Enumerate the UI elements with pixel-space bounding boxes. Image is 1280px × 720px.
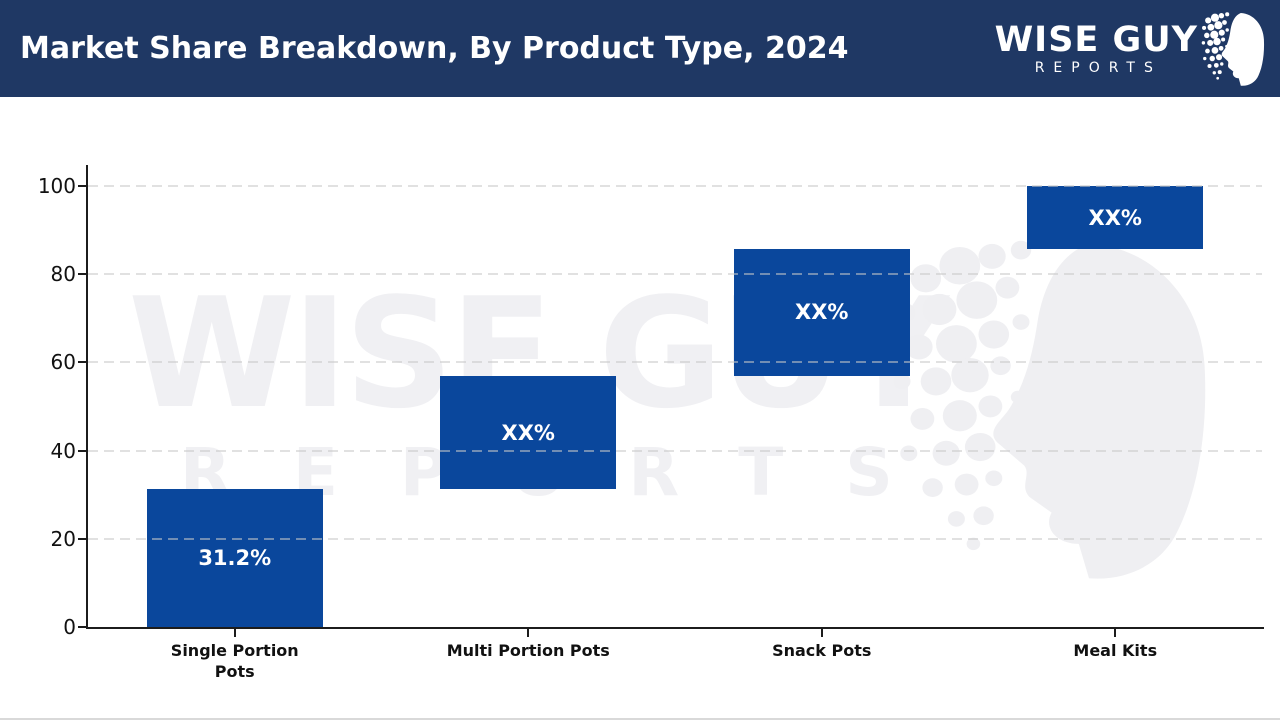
bar-segment: XX% <box>1027 186 1204 250</box>
x-tick-label: Multi Portion Pots <box>446 641 610 660</box>
bar-segment: XX% <box>440 375 617 490</box>
gridline <box>88 273 1262 276</box>
y-tick-label: 100 <box>37 174 76 198</box>
y-tick-mark <box>78 273 86 276</box>
y-axis-line <box>86 165 88 629</box>
brand-subtext: REPORTS <box>1034 59 1162 76</box>
brand-wordmark: WISE GUY <box>994 20 1198 61</box>
y-tick-mark <box>78 449 86 452</box>
watermark-face-icon <box>893 240 1206 579</box>
header: Market Share Breakdown, By Product Type,… <box>0 0 1280 97</box>
y-tick-mark <box>78 185 86 187</box>
gridline <box>88 361 1262 364</box>
y-tick-mark <box>78 626 86 628</box>
bar-value-label: XX% <box>795 300 849 325</box>
bar-segment: XX% <box>733 249 910 376</box>
y-tick-label: 0 <box>63 615 76 639</box>
bar-segment: 31.2% <box>146 489 323 627</box>
x-tick-mark <box>527 629 530 637</box>
y-tick-label: 60 <box>50 350 76 375</box>
y-tick-mark <box>78 537 86 540</box>
x-tick-mark <box>1114 629 1117 637</box>
y-tick-label: 40 <box>50 438 76 463</box>
gridline <box>88 537 1262 540</box>
brand-logo-text: WISE GUY REPORTS <box>995 22 1198 76</box>
x-tick-label: Single Portion Pots <box>170 641 299 681</box>
y-tick-label: 80 <box>50 262 76 287</box>
x-tick-label: Meal Kits <box>1073 641 1158 660</box>
page-title: Market Share Breakdown, By Product Type,… <box>20 31 849 66</box>
x-tick-label: Snack Pots <box>772 641 872 660</box>
x-tick-mark <box>820 629 823 637</box>
x-axis-line <box>86 627 1264 629</box>
bar-value-label: XX% <box>501 420 555 445</box>
bar-value-label: 31.2% <box>198 546 272 571</box>
bar-value-label: XX% <box>1088 205 1142 230</box>
x-tick-mark <box>233 629 236 637</box>
y-tick-mark <box>78 361 86 364</box>
gridline <box>88 449 1262 452</box>
gridline <box>88 185 1262 187</box>
brand-logo: WISE GUY REPORTS <box>995 7 1268 91</box>
y-tick-label: 20 <box>50 526 76 551</box>
